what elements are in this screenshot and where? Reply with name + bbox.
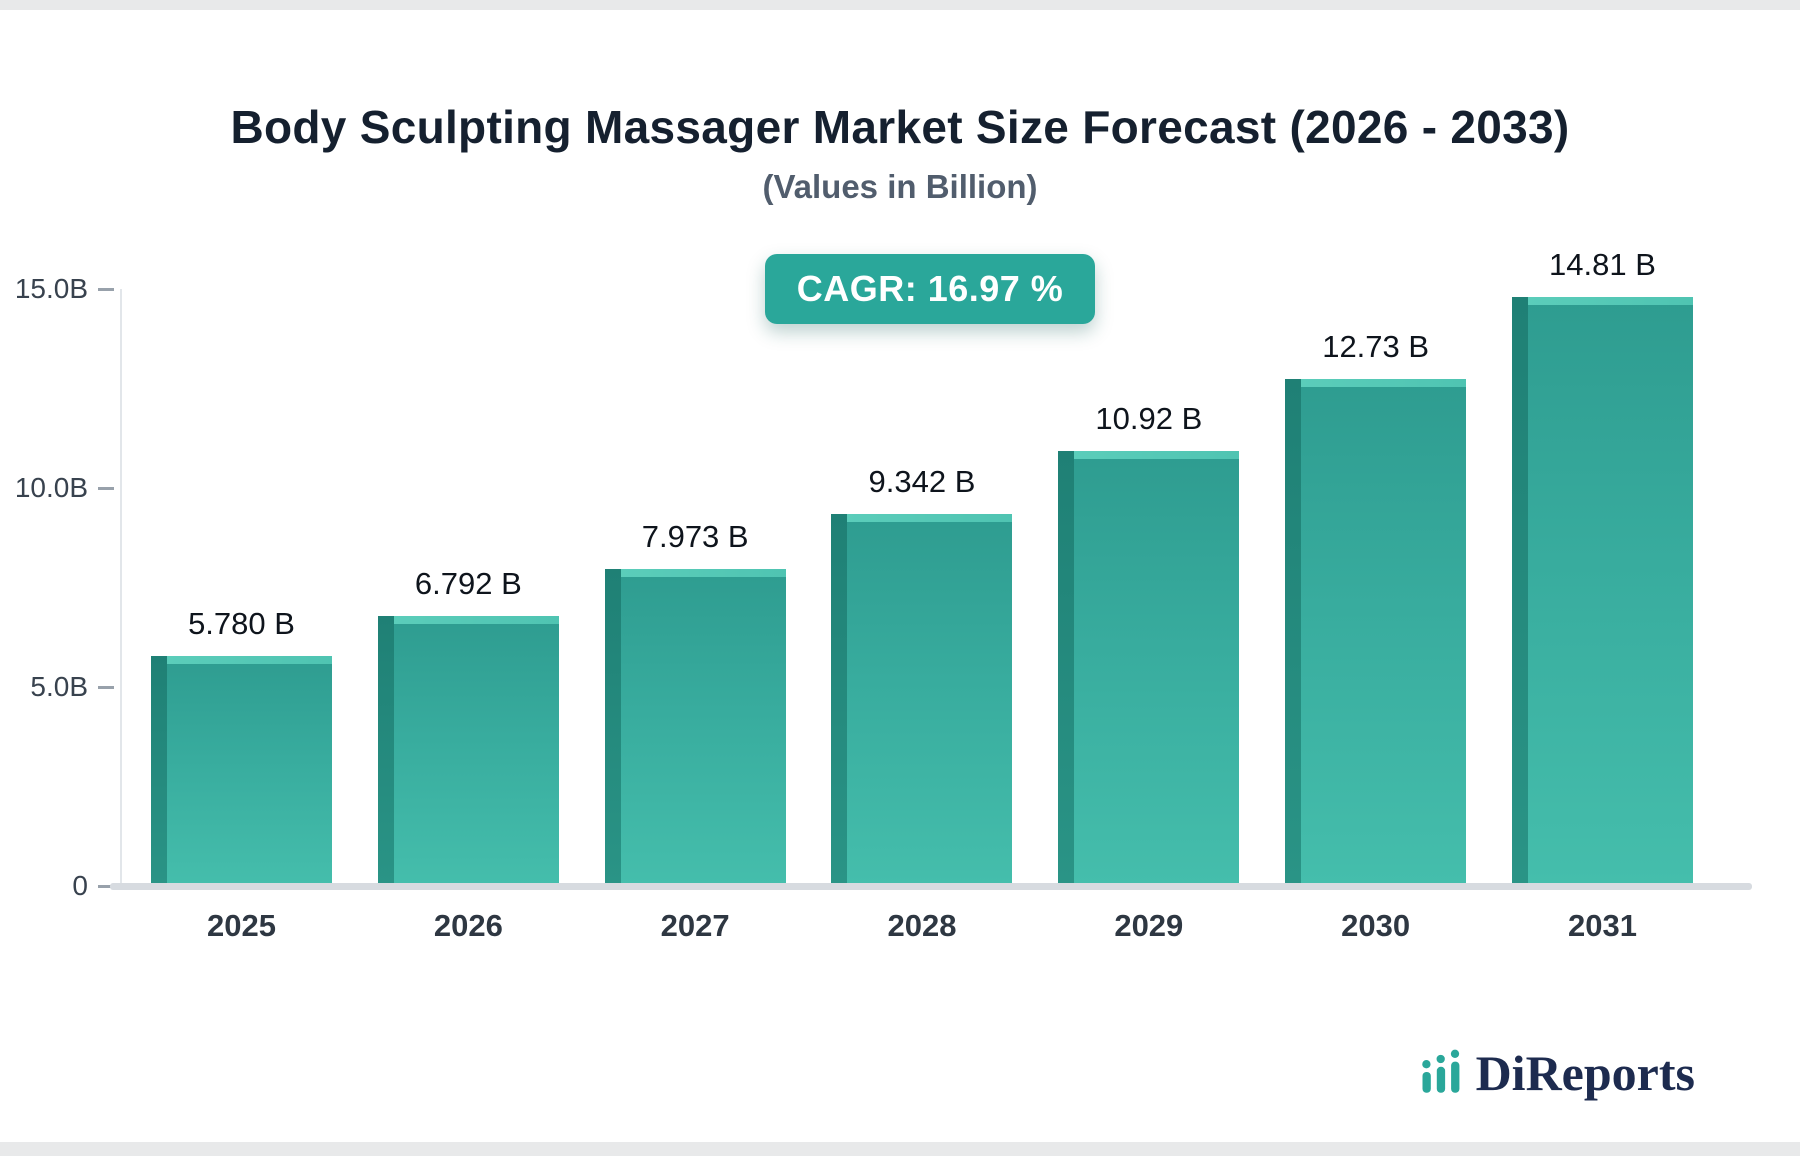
bar: [604, 569, 786, 886]
bar: [377, 616, 559, 886]
brand-name: DiReports: [1475, 1045, 1695, 1101]
y-axis-tick-label: 10.0B: [14, 472, 88, 503]
top-border: [0, 0, 1800, 10]
bar-group: 7.973 B 2027: [604, 519, 786, 943]
bar-group: 6.792 B 2026: [377, 566, 559, 943]
bar-chart-icon: [1421, 1049, 1459, 1093]
y-axis-tick-label: 0: [72, 870, 88, 901]
y-axis-tick: 5.0B: [2, 671, 114, 703]
bar-value-label: 12.73 B: [1322, 329, 1430, 364]
bottom-border: [0, 1142, 1800, 1156]
y-axis-tick-mark: [98, 884, 114, 888]
bar-group: 14.81 B 2031: [1511, 247, 1693, 943]
brand-logo: DiReports: [1416, 1046, 1695, 1098]
y-axis-tick-label: 15.0B: [14, 273, 88, 304]
y-axis-line: [120, 289, 122, 886]
bar-group: 10.92 B 2029: [1058, 401, 1240, 943]
y-axis-tick: 15.0B: [2, 273, 114, 305]
bar-value-label: 9.342 B: [868, 464, 976, 499]
y-axis-tick-mark: [98, 486, 114, 490]
y-axis-tick-label: 5.0B: [30, 671, 88, 702]
bars-area: 5.780 B 2025 6.792 B 2026 7.973 B 2027 9.342 B…: [151, 247, 1693, 943]
y-axis-tick: 10.0B: [2, 472, 114, 504]
chart-subtitle: (Values in Billion): [762, 168, 1038, 205]
chart-title: Body Sculpting Massager Market Size Fore…: [230, 101, 1570, 153]
bar: [151, 656, 332, 886]
x-axis-label: 2026: [433, 908, 503, 943]
y-axis-tick-mark: [98, 685, 114, 689]
cagr-badge: CAGR: 16.97 %: [764, 254, 1096, 324]
bar-group: 12.73 B 2030: [1285, 329, 1467, 943]
bar-value-label: 6.792 B: [414, 566, 522, 601]
bar: [831, 514, 1013, 886]
y-axis-tick: 0: [2, 870, 114, 902]
bar-value-label: 14.81 B: [1549, 247, 1656, 282]
bar-value-label: 10.92 B: [1095, 401, 1203, 436]
x-axis-label: 2031: [1567, 908, 1637, 943]
bar: [1511, 297, 1693, 886]
bar: [1285, 379, 1467, 886]
x-axis-label: 2028: [887, 908, 957, 943]
bar-group: 5.780 B 2025: [151, 606, 332, 943]
bar-value-label: 5.780 B: [188, 606, 295, 641]
x-axis-label: 2030: [1341, 908, 1411, 943]
bar-chart: 0 5.0B 10.0B 15.0B 5.780 B 2025 6.792 B 2026 7.…: [15, 247, 1752, 943]
bar-value-label: 7.973 B: [641, 519, 749, 554]
x-axis-label: 2029: [1114, 908, 1184, 943]
bar-group: 9.342 B 2028: [831, 464, 1013, 943]
y-axis-tick-mark: [98, 287, 114, 291]
cagr-badge-row: CAGR: 16.97 %: [120, 254, 1740, 324]
bar: [1058, 451, 1240, 886]
x-axis-label: 2025: [207, 908, 276, 943]
x-axis-line: [110, 883, 1752, 890]
x-axis-label: 2027: [660, 908, 730, 943]
